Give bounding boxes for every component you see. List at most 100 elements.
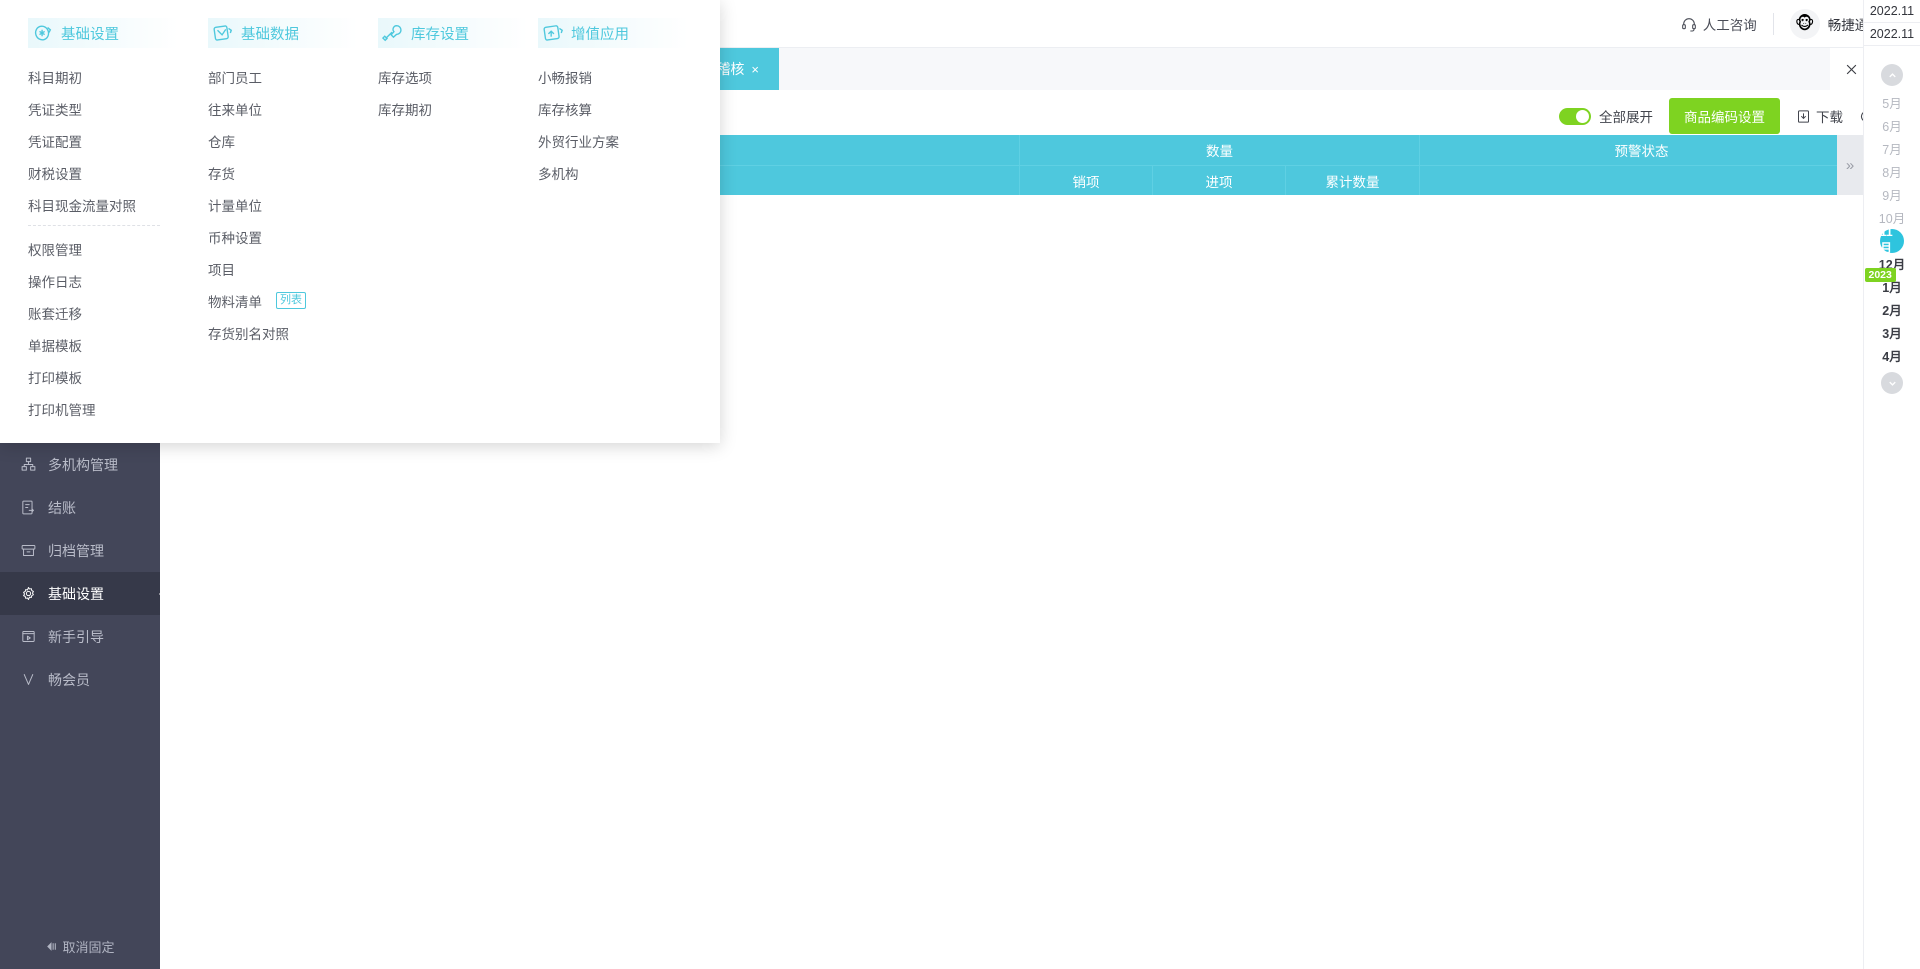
mega-item-3-2[interactable]: 外贸行业方案 (538, 126, 665, 155)
mega-item-label: 存货 (208, 166, 235, 182)
mega-column-0: 基础设置科目期初凭证类型凭证配置财税设置科目现金流量对照 权限管理操作日志账套迁移… (0, 18, 180, 443)
mega-item-0-7[interactable]: 账套迁移 (28, 298, 180, 327)
month-label: 2月 (1882, 304, 1902, 318)
mega-item-label: 凭证类型 (28, 102, 82, 118)
month-item-6[interactable]: 11月 (1864, 225, 1920, 255)
sidebar-item-12[interactable]: 基础设置 (0, 572, 167, 615)
mega-category-0: 基础设置 (28, 18, 178, 48)
mega-item-0-1[interactable]: 凭证类型 (28, 94, 180, 123)
mega-item-0-6[interactable]: 操作日志 (28, 266, 180, 295)
mega-category-2: 库存设置 (378, 18, 528, 48)
human-consult-button[interactable]: 人工咨询 (1681, 14, 1757, 34)
mega-item-0-4[interactable]: 科目现金流量对照 (28, 190, 180, 219)
mega-item-label: 科目期初 (28, 70, 82, 86)
mega-item-label: 币种设置 (208, 230, 262, 246)
mega-category-label: 基础设置 (61, 26, 119, 43)
month-item-0[interactable]: 5月 (1864, 91, 1920, 114)
sidebar-pin-toggle[interactable]: 取消固定 (0, 923, 160, 969)
sidebar-item-11[interactable]: 归档管理 (0, 529, 160, 572)
mega-item-label: 财税设置 (28, 166, 82, 182)
mega-item-1-0[interactable]: 部门员工 (208, 62, 350, 91)
chevron-up-circle-icon[interactable] (1881, 64, 1903, 86)
mega-item-0-8[interactable]: 单据模板 (28, 330, 180, 359)
headset-icon (1681, 16, 1697, 32)
chevron-right-double-icon[interactable]: » (1837, 135, 1863, 195)
mega-category-label: 增值应用 (571, 26, 629, 43)
download-button[interactable]: 下载 (1796, 106, 1843, 126)
mega-item-label: 库存核算 (538, 102, 592, 118)
chevron-down-circle-icon[interactable] (1881, 372, 1903, 394)
content-toolbar: 全部展开 商品编码设置 下载 刷新 (1559, 98, 1906, 134)
mega-item-3-3[interactable]: 多机构 (538, 158, 665, 187)
mega-item-label: 存货别名对照 (208, 326, 289, 342)
month-rail-chip-0[interactable]: 2022.11 (1863, 0, 1920, 23)
mega-item-1-7[interactable]: 物料清单 列表 (208, 286, 350, 315)
sidebar-item-9[interactable]: 多机构管理 (0, 443, 160, 486)
mega-item-1-6[interactable]: 项目 (208, 254, 350, 283)
sidebar-item-label: 畅会员 (48, 671, 90, 688)
mega-item-label: 库存期初 (378, 102, 432, 118)
month-item-5[interactable]: 10月 (1864, 206, 1920, 229)
mega-item-1-3[interactable]: 存货 (208, 158, 350, 187)
mega-column-3: 增值应用小畅报销库存核算外贸行业方案多机构 (510, 18, 688, 443)
org-tree-icon (20, 456, 37, 473)
expand-all-toggle[interactable] (1559, 107, 1591, 125)
mega-item-label: 库存选项 (378, 70, 432, 86)
month-label: 5月 (1882, 97, 1902, 111)
mega-item-0-5[interactable]: 权限管理 (28, 234, 180, 263)
th-warning-status: 预警状态 (1614, 144, 1669, 159)
mega-item-1-2[interactable]: 仓库 (208, 126, 350, 155)
th-quantity-group: 数量 (1020, 135, 1420, 165)
mega-item-label: 项目 (208, 262, 235, 278)
month-item-9[interactable]: 2月 (1864, 298, 1920, 321)
product-code-settings-button[interactable]: 商品编码设置 (1669, 98, 1780, 134)
month-item-2[interactable]: 7月 (1864, 137, 1920, 160)
sidebar-item-label: 新手引导 (48, 628, 104, 645)
mega-item-1-5[interactable]: 币种设置 (208, 222, 350, 251)
month-rail-chip-1[interactable]: 2022.11 (1863, 23, 1920, 46)
download-label: 下载 (1816, 110, 1843, 125)
month-rail-chips: 2022.11 2022.11 (1863, 0, 1920, 46)
mega-item-1-4[interactable]: 计量单位 (208, 190, 350, 219)
mega-item-0-10[interactable]: 打印机管理 (28, 394, 180, 423)
mega-item-label: 部门员工 (208, 70, 262, 86)
download-icon (1796, 109, 1811, 124)
month-label: 3月 (1882, 327, 1902, 341)
sidebar-item-10[interactable]: 结账 (0, 486, 160, 529)
mega-item-3-1[interactable]: 库存核算 (538, 94, 665, 123)
month-label: 6月 (1882, 120, 1902, 134)
month-label: 10月 (1878, 212, 1906, 226)
list-badge[interactable]: 列表 (276, 292, 306, 309)
checkout-icon (20, 499, 37, 516)
mega-item-3-0[interactable]: 小畅报销 (538, 62, 665, 91)
th-warning-status-2 (1420, 166, 1863, 195)
mega-item-0-9[interactable]: 打印模板 (28, 362, 180, 391)
sidebar-item-label: 归档管理 (48, 542, 104, 559)
mega-item-0-0[interactable]: 科目期初 (28, 62, 180, 91)
mega-item-0-2[interactable]: 凭证配置 (28, 126, 180, 155)
mega-item-2-0[interactable]: 库存选项 (378, 62, 510, 91)
mega-item-1-1[interactable]: 往来单位 (208, 94, 350, 123)
mega-item-0-3[interactable]: 财税设置 (28, 158, 180, 187)
mega-item-label: 往来单位 (208, 102, 262, 118)
month-rail-scroll: 5月 6月 7月 8月 9月 10月 11月 12月 2023 1月 2月 3月 4月 (1864, 46, 1920, 399)
mega-item-label: 凭证配置 (28, 134, 82, 150)
sidebar-item-13[interactable]: 新手引导 (0, 615, 160, 658)
month-item-10[interactable]: 3月 (1864, 321, 1920, 344)
month-item-4[interactable]: 9月 (1864, 183, 1920, 206)
month-item-1[interactable]: 6月 (1864, 114, 1920, 137)
month-item-3[interactable]: 8月 (1864, 160, 1920, 183)
mega-column-1: 基础数据 部门员工 往来单位 仓库 存货 计量单位 币种设置 项目 物料清单 列表 存货别名对照 (180, 18, 358, 443)
month-label: 11月 (1880, 225, 1904, 255)
expand-all-label: 全部展开 (1599, 110, 1653, 125)
mega-item-2-1[interactable]: 库存期初 (378, 94, 510, 123)
month-item-11[interactable]: 4月 (1864, 344, 1920, 367)
mega-item-label: 多机构 (538, 166, 579, 182)
settings-category-icon (32, 22, 54, 44)
month-item-8[interactable]: 2023 1月 (1864, 268, 1920, 298)
sidebar-item-14[interactable]: 畅会员 (0, 658, 160, 701)
mega-item-label: 仓库 (208, 134, 235, 150)
tab-close-icon[interactable]: × (751, 61, 759, 77)
mega-item-1-8[interactable]: 存货别名对照 (208, 318, 350, 347)
